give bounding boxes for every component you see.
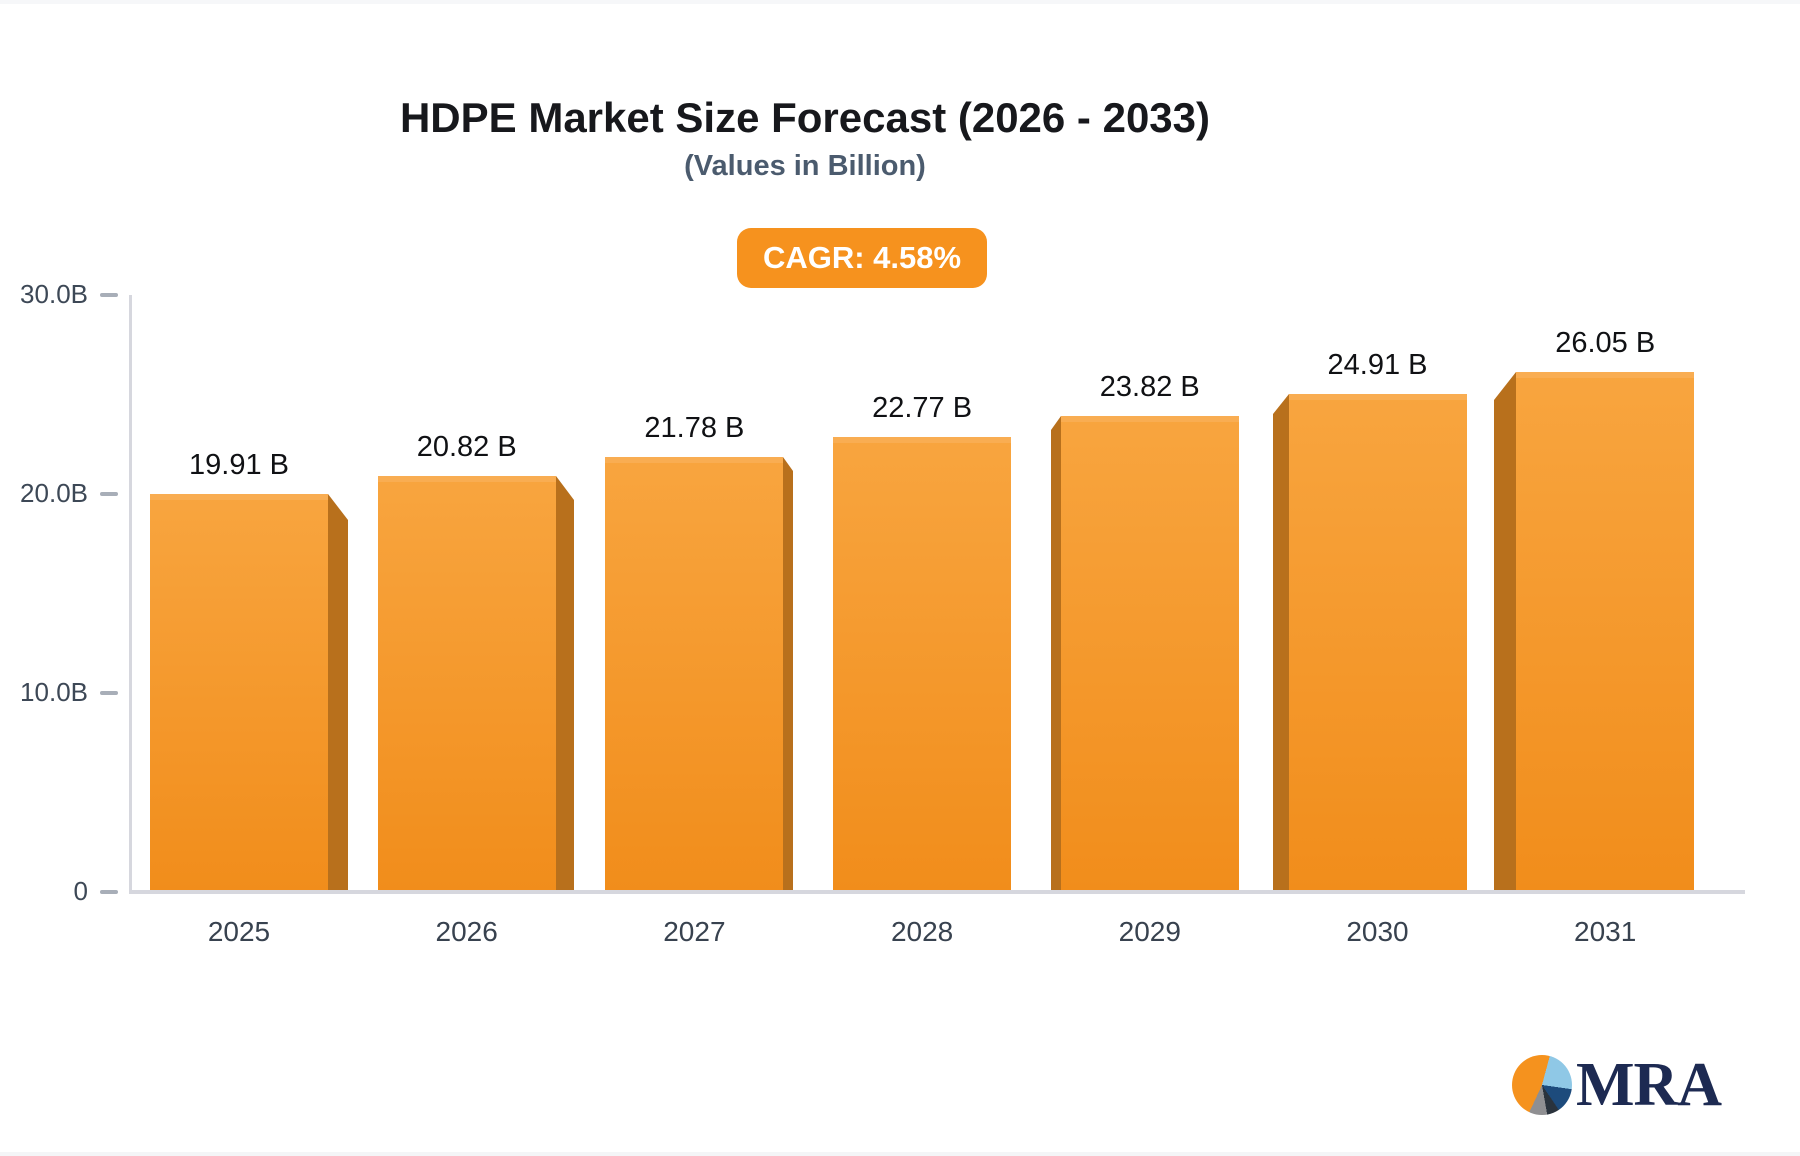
bar-3d-side — [556, 476, 574, 890]
cagr-badge: CAGR: 4.58% — [737, 228, 987, 288]
bar-2025 — [150, 494, 328, 890]
brand-logo-text: MRA — [1576, 1051, 1722, 1119]
y-axis-tick — [100, 691, 118, 695]
bar-top-highlight — [378, 476, 556, 482]
y-axis-tick-label: 10.0B — [20, 677, 88, 707]
chart-title: HDPE Market Size Forecast (2026 - 2033) — [399, 94, 1211, 141]
bar-value-label: 19.91 B — [189, 449, 289, 481]
bar-2030 — [1289, 394, 1467, 890]
bar-top-highlight — [605, 457, 783, 463]
bar-3d-side — [1273, 394, 1289, 890]
x-axis-category-label: 2031 — [1574, 916, 1637, 947]
x-axis-line — [129, 890, 1745, 894]
x-axis-category-label: 2026 — [435, 916, 498, 947]
bar-value-label: 21.78 B — [644, 412, 745, 444]
bar-top-highlight — [1289, 394, 1467, 400]
bar-value-label: 23.82 B — [1099, 371, 1200, 403]
bar-2027 — [605, 457, 783, 890]
pie-chart-logo-icon — [1512, 1055, 1572, 1115]
bar-value-label: 24.91 B — [1327, 349, 1428, 381]
bar-top-highlight — [833, 437, 1011, 443]
y-axis-tick-label: 0 — [73, 876, 88, 906]
bar-3d-side — [1051, 416, 1061, 890]
x-axis-category-label: 2029 — [1118, 916, 1181, 947]
y-axis-tick — [100, 890, 118, 894]
bar-3d-side — [328, 494, 348, 890]
bar-value-label: 20.82 B — [416, 431, 517, 463]
bar-3d-side — [1494, 372, 1516, 890]
bar-2028 — [833, 437, 1011, 890]
x-axis-category-label: 2027 — [663, 916, 726, 947]
bar-2026 — [378, 476, 556, 890]
x-axis-category-label: 2028 — [890, 916, 954, 947]
bar-top-highlight — [1061, 416, 1239, 422]
bar-top-highlight — [1516, 372, 1694, 378]
bar-2029 — [1061, 416, 1239, 890]
bar-value-label: 26.05 B — [1555, 327, 1656, 359]
bar-2031 — [1516, 372, 1694, 890]
y-axis-tick — [100, 293, 118, 297]
bar-top-highlight — [150, 494, 328, 500]
y-axis-tick-label: 30.0B — [20, 279, 88, 309]
bar-value-label: 22.77 B — [872, 392, 973, 424]
brand-logo: MRA — [1512, 1051, 1722, 1119]
x-axis-category-label: 2025 — [207, 916, 271, 947]
y-axis-tick-label: 20.0B — [20, 478, 88, 508]
x-axis-category-label: 2030 — [1346, 916, 1409, 947]
chart-subtitle: (Values in Billion) — [684, 150, 926, 182]
y-axis-tick — [100, 492, 118, 496]
y-axis-line — [129, 295, 132, 892]
bar-3d-side — [783, 457, 793, 890]
